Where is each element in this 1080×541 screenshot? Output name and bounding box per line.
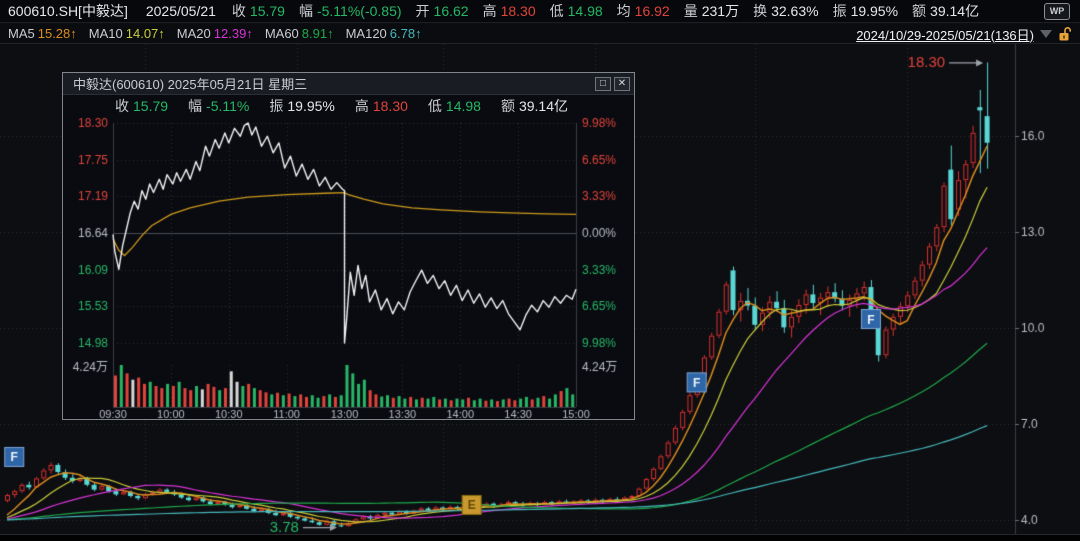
intraday-stats-row: 收 15.79 幅 -5.11% 振 19.95% 高 18.30 低 14.98 额 39.14亿 [63,95,634,117]
intraday-chart-canvas[interactable] [63,117,634,419]
intraday-stat-field: 高 18.30 [354,98,408,114]
quote-field: 量 231万 [683,3,740,19]
intraday-window-title: 中毅达(600610) 2025年05月21日 星期三 [73,77,308,92]
ma-indicator-bar: MA5 15.28↑ MA10 14.07↑ MA20 12.39↑ MA60 8.91↑ MA… [0,24,1080,44]
quote-field: 均 16.92 [616,3,670,19]
intraday-stat-field: 幅 -5.11% [188,98,250,114]
intraday-stat-field: 额 39.14亿 [500,98,568,114]
ma-item-ma120: MA120 6.78↑ [345,26,422,41]
unlock-icon[interactable] [1058,26,1072,42]
ma-items: MA5 15.28↑ MA10 14.07↑ MA20 12.39↑ MA60 8.91↑ MA… [8,26,434,41]
quote-field: 高 18.30 [482,3,536,19]
quote-fields: 收 15.79 幅 -5.11%(-0.85) 开 16.62 高 18.30 低 14.98 均 1… [232,1,993,21]
date-range-selector[interactable]: 2024/10/29-2025/05/21(136日) [856,27,1034,43]
quote-field: 收 15.79 [231,3,285,19]
quote-field: 低 14.98 [549,3,603,19]
ma-item-ma20: MA20 12.39↑ [176,26,253,41]
wp-tool-icon[interactable]: WP [1044,3,1070,20]
intraday-stat-field: 振 19.95% [269,98,335,114]
intraday-stat-field: 收 15.79 [115,98,169,114]
intraday-window-titlebar[interactable]: 中毅达(600610) 2025年05月21日 星期三 □ ✕ [63,73,634,95]
intraday-window: 中毅达(600610) 2025年05月21日 星期三 □ ✕ 收 15.79 幅 -… [62,72,635,420]
footer-bar [0,534,1080,541]
stock-symbol: 600610.SH[中毅达] [8,3,128,19]
ma-item-ma60: MA60 8.91↑ [264,26,334,41]
quote-field: 额 39.14亿 [912,3,980,19]
quote-field: 幅 -5.11%(-0.85) [298,3,402,19]
quote-field: 换 32.63% [753,3,819,19]
ma-item-ma10: MA10 14.07↑ [88,26,165,41]
chevron-down-icon[interactable] [1040,30,1052,38]
close-button[interactable]: ✕ [614,76,630,91]
intraday-stat-field: 低 14.98 [427,98,481,114]
quote-field: 开 16.62 [415,3,469,19]
ma-item-ma5: MA5 15.28↑ [8,26,77,41]
quote-field: 振 19.95% [832,3,899,19]
quote-header-bar: 600610.SH[中毅达] 2025/05/21 收 15.79 幅 -5.11%(… [0,0,1080,23]
maximize-button[interactable]: □ [595,76,611,91]
quote-date: 2025/05/21 [145,3,216,19]
